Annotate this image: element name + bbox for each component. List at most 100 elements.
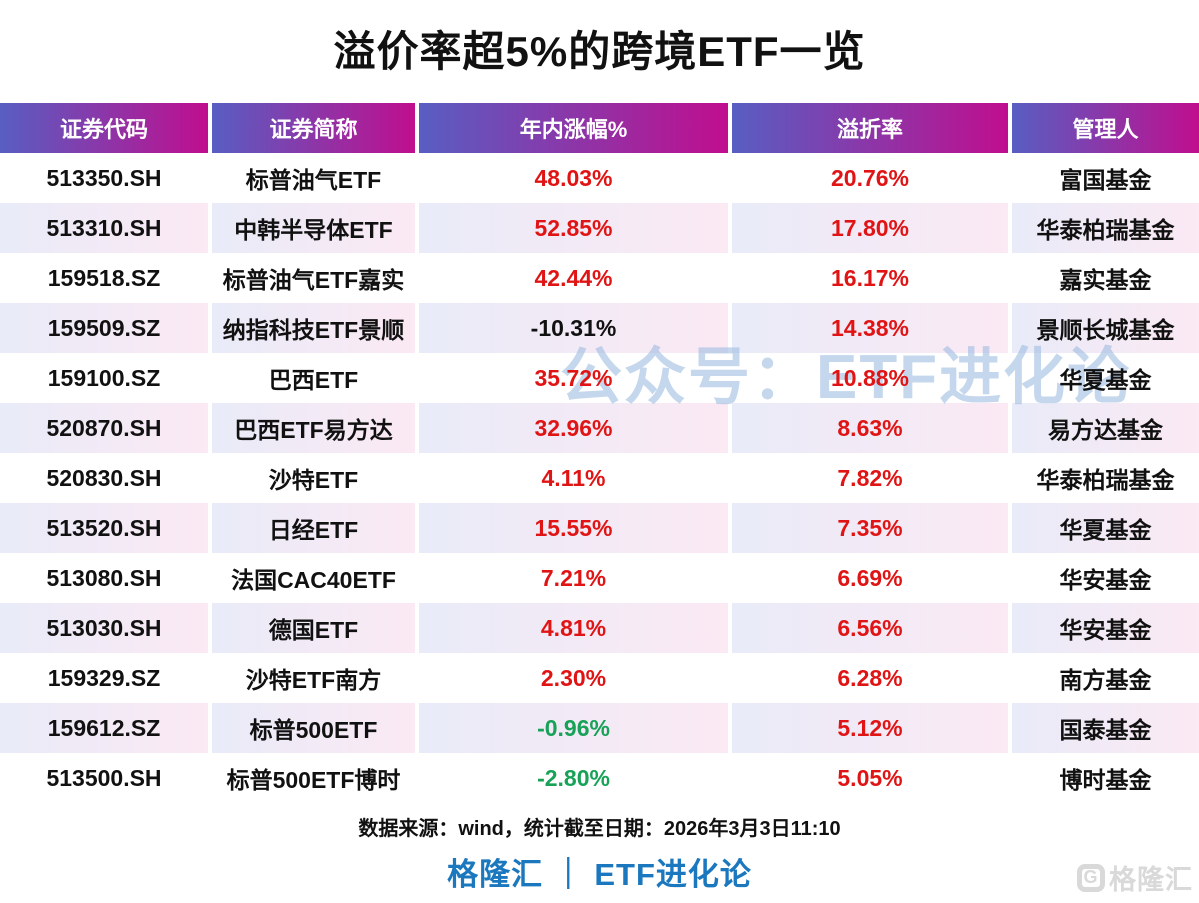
table-cell: 标普油气ETF — [212, 153, 415, 203]
premium-rate-value: 6.56% — [837, 614, 903, 641]
column-header-code: 证券代码 — [0, 103, 208, 153]
ytd-change-value: -0.96% — [537, 714, 610, 741]
security-name: 德国ETF — [268, 617, 359, 643]
security-name: 沙特ETF — [268, 467, 359, 493]
security-code: 159100.SZ — [47, 364, 161, 391]
etf-table: 证券代码 证券简称 年内涨幅% 溢折率 管理人 513350.SH 标普油气ETF… — [0, 103, 1199, 803]
table-cell: 德国ETF — [212, 603, 415, 653]
table-cell: 标普500ETF博时 — [212, 753, 415, 803]
table-cell: 华泰柏瑞基金 — [1012, 203, 1199, 253]
table-cell: 159612.SZ — [0, 703, 208, 753]
table-cell: 48.03% — [419, 153, 728, 203]
security-code: 520830.SH — [46, 464, 162, 491]
ytd-change-value: 35.72% — [534, 364, 613, 391]
security-name: 日经ETF — [268, 517, 359, 543]
gelonghui-logo: G 格隆汇 — [1077, 858, 1193, 897]
table-cell: -2.80% — [419, 753, 728, 803]
table-cell: 富国基金 — [1012, 153, 1199, 203]
table-cell: 8.63% — [732, 403, 1008, 453]
table-cell: 4.11% — [419, 453, 728, 503]
manager-name: 华安基金 — [1059, 617, 1152, 643]
gelonghui-logo-icon: G — [1077, 863, 1105, 892]
table-cell: 513080.SH — [0, 553, 208, 603]
table-cell: 华安基金 — [1012, 553, 1199, 603]
security-name: 标普500ETF博时 — [226, 767, 401, 793]
data-source-note: 数据来源：wind，统计截至日期：2026年3月3日11:10 — [358, 818, 841, 840]
manager-name: 南方基金 — [1059, 667, 1152, 693]
table-cell: 52.85% — [419, 203, 728, 253]
table-cell: 巴西ETF易方达 — [212, 403, 415, 453]
manager-name: 华夏基金 — [1059, 517, 1152, 543]
table-cell: 513350.SH — [0, 153, 208, 203]
table-cell: 14.38% — [732, 303, 1008, 353]
security-code: 159329.SZ — [47, 664, 161, 691]
table-cell: 标普500ETF — [212, 703, 415, 753]
manager-name: 博时基金 — [1059, 767, 1152, 793]
column-header-ytd: 年内涨幅% — [419, 103, 728, 153]
table-cell: 华夏基金 — [1012, 503, 1199, 553]
table-cell: 42.44% — [419, 253, 728, 303]
table-cell: 7.82% — [732, 453, 1008, 503]
table-cell: 159100.SZ — [0, 353, 208, 403]
premium-rate-value: 6.28% — [837, 664, 903, 691]
security-code: 513080.SH — [46, 564, 162, 591]
table-cell: 2.30% — [419, 653, 728, 703]
table-cell: 6.56% — [732, 603, 1008, 653]
table-cell: 法国CAC40ETF — [212, 553, 415, 603]
manager-name: 易方达基金 — [1048, 417, 1163, 443]
table-cell: 35.72% — [419, 353, 728, 403]
column-header-label: 证券代码 — [59, 117, 148, 142]
security-name: 巴西ETF — [268, 367, 359, 393]
security-name: 标普油气ETF — [245, 167, 382, 193]
table-cell: 17.80% — [732, 203, 1008, 253]
table-cell: 巴西ETF — [212, 353, 415, 403]
table-cell: 纳指科技ETF景顺 — [212, 303, 415, 353]
security-code: 513310.SH — [46, 214, 162, 241]
table-cell: 159509.SZ — [0, 303, 208, 353]
ytd-change-value: 7.21% — [540, 564, 607, 591]
column-header-name: 证券简称 — [212, 103, 415, 153]
security-name: 标普油气ETF嘉实 — [222, 267, 405, 293]
premium-rate-value: 16.17% — [830, 264, 909, 291]
table-cell: 日经ETF — [212, 503, 415, 553]
column-header-label: 证券简称 — [269, 117, 358, 142]
table-cell: 易方达基金 — [1012, 403, 1199, 453]
security-name: 中韩半导体ETF — [234, 217, 393, 243]
security-name: 沙特ETF南方 — [245, 667, 382, 693]
ytd-change-value: -2.80% — [537, 764, 610, 791]
premium-rate-value: 20.76% — [830, 164, 909, 191]
table-cell: 16.17% — [732, 253, 1008, 303]
security-name: 法国CAC40ETF — [231, 567, 396, 593]
column-header-label: 溢折率 — [836, 117, 903, 142]
table-cell: 标普油气ETF嘉实 — [212, 253, 415, 303]
ytd-change-value: 42.44% — [534, 264, 613, 291]
table-cell: 5.12% — [732, 703, 1008, 753]
table-cell: -10.31% — [419, 303, 728, 353]
table-cell: 513030.SH — [0, 603, 208, 653]
table-cell: 景顺长城基金 — [1012, 303, 1199, 353]
table-cell: 5.05% — [732, 753, 1008, 803]
table-cell: 华泰柏瑞基金 — [1012, 453, 1199, 503]
brand-line: 格隆汇 ｜ ETF进化论 — [447, 857, 752, 892]
premium-rate-value: 6.69% — [837, 564, 903, 591]
table-cell: 513520.SH — [0, 503, 208, 553]
manager-name: 富国基金 — [1059, 167, 1152, 193]
table-cell: 6.28% — [732, 653, 1008, 703]
security-name: 巴西ETF易方达 — [234, 417, 393, 443]
manager-name: 华泰柏瑞基金 — [1036, 217, 1175, 243]
column-header-label: 年内涨幅% — [519, 117, 628, 142]
security-code: 513520.SH — [46, 514, 162, 541]
table-cell: 国泰基金 — [1012, 703, 1199, 753]
premium-rate-value: 10.88% — [830, 364, 909, 391]
table-cell: 513310.SH — [0, 203, 208, 253]
table-cell: 10.88% — [732, 353, 1008, 403]
table-cell: 南方基金 — [1012, 653, 1199, 703]
security-name: 纳指科技ETF景顺 — [222, 317, 405, 343]
manager-name: 国泰基金 — [1059, 717, 1152, 743]
table-cell: 32.96% — [419, 403, 728, 453]
table-cell: 华安基金 — [1012, 603, 1199, 653]
table-cell: -0.96% — [419, 703, 728, 753]
manager-name: 华夏基金 — [1059, 367, 1152, 393]
table-cell: 嘉实基金 — [1012, 253, 1199, 303]
security-code: 159509.SZ — [47, 314, 161, 341]
